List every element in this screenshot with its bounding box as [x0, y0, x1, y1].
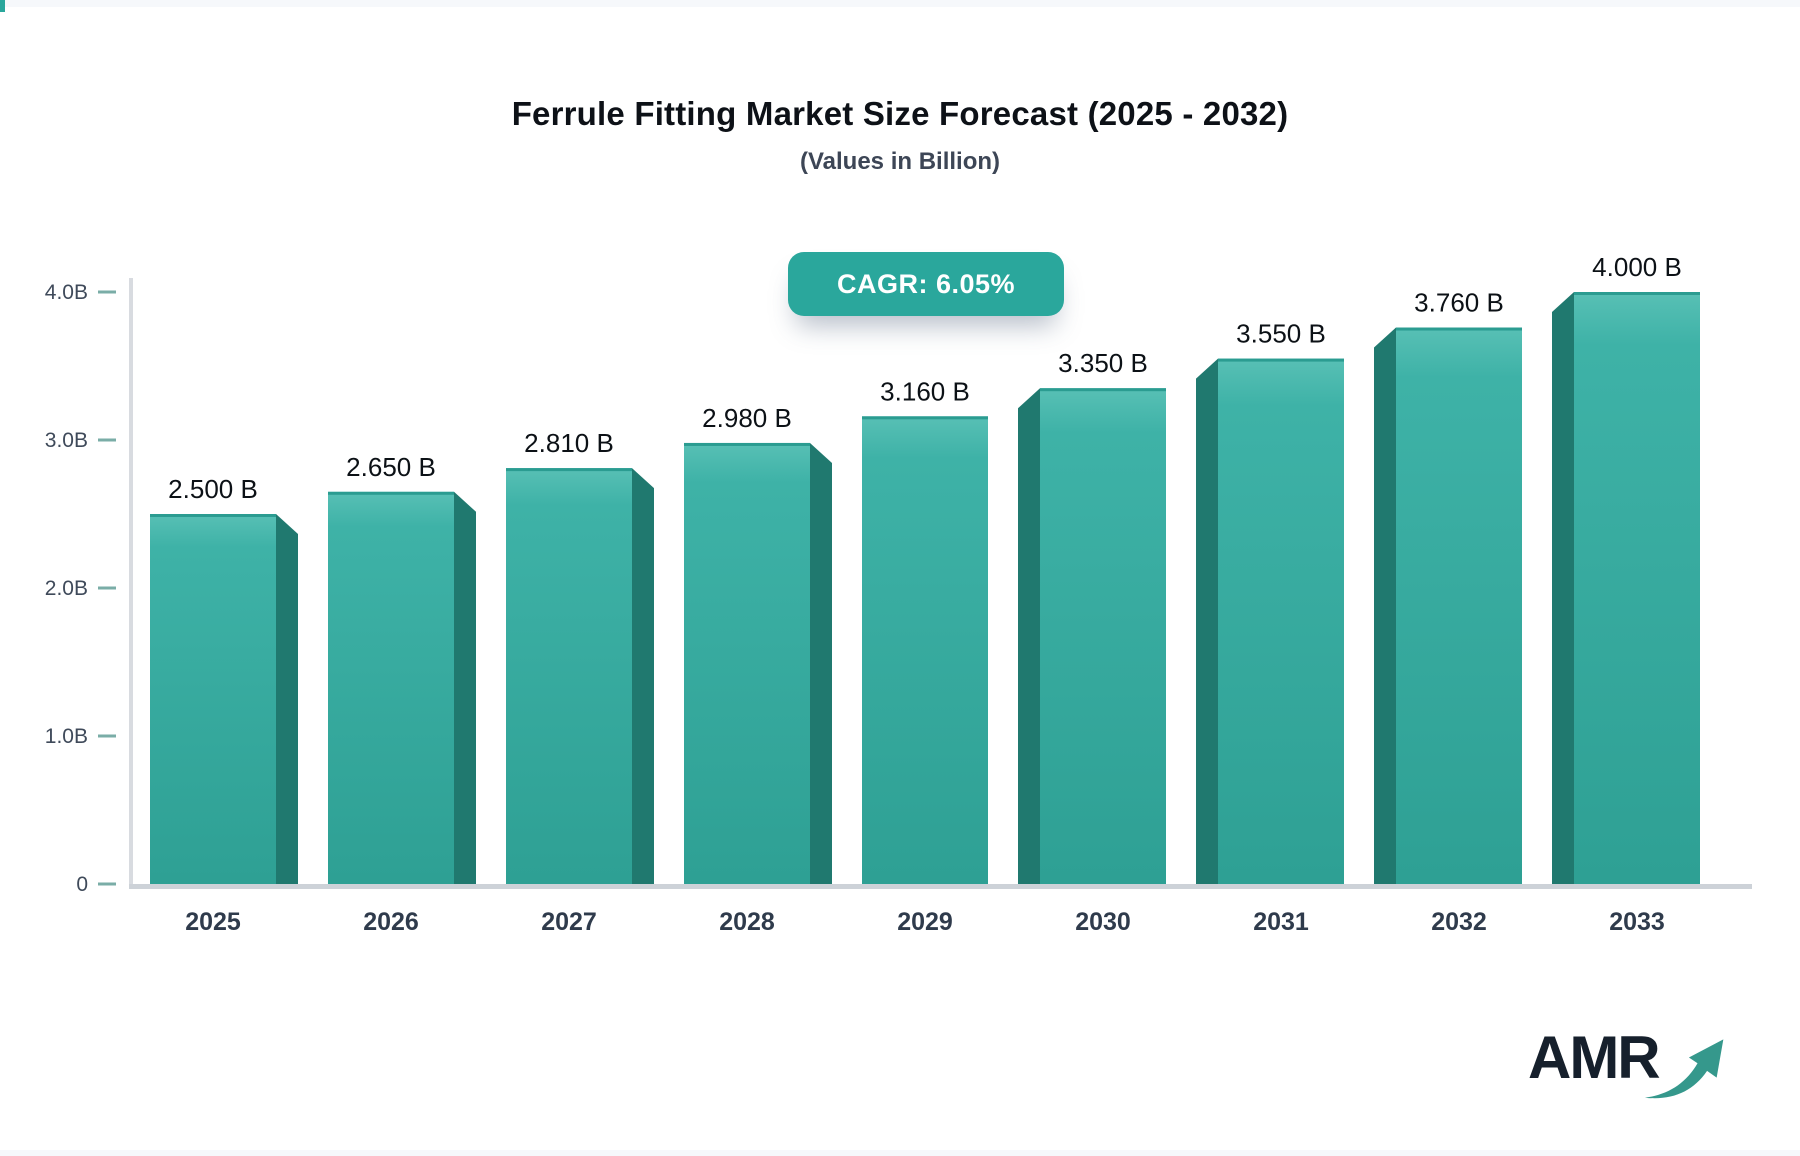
- top-edge: [0, 0, 1800, 7]
- bar-group-2031: 3.550 B: [1196, 319, 1344, 885]
- bar-side: [632, 468, 654, 884]
- bar-top-edge: [1574, 292, 1700, 295]
- bar-face: [1574, 292, 1700, 884]
- x-year-label: 2025: [185, 908, 241, 936]
- amr-logo-text: AMR: [1528, 1024, 1661, 1091]
- bar-group-2025: 2.500 B: [150, 474, 298, 884]
- y-tick-label: 0: [76, 873, 88, 896]
- bar-top-edge: [862, 416, 988, 420]
- bar-group-2028: 2.980 B: [684, 403, 832, 884]
- bar-group-2026: 2.650 B: [328, 452, 476, 884]
- x-year-label: 2030: [1075, 908, 1131, 936]
- bar-side: [1374, 327, 1396, 884]
- bar-side: [454, 491, 476, 884]
- bar-side: [1552, 292, 1574, 884]
- bar-side: [1196, 358, 1218, 885]
- bar-group-2027: 2.810 B: [506, 428, 654, 884]
- brand-corner-mark: [0, 0, 5, 12]
- cagr-badge: CAGR: 6.05%: [788, 252, 1064, 316]
- y-tick-label: 1.0B: [45, 725, 88, 748]
- bar-face: [328, 491, 454, 884]
- bar-top-edge: [1396, 327, 1522, 331]
- x-year-label: 2033: [1609, 908, 1665, 936]
- bar-value-label: 2.650 B: [346, 452, 436, 482]
- bar-top-edge: [1040, 388, 1166, 392]
- bar-value-label: 3.160 B: [880, 376, 970, 406]
- x-year-label: 2032: [1431, 908, 1487, 936]
- bar-group-2033: 4.000 B: [1552, 252, 1700, 884]
- bar-top-edge: [328, 491, 454, 495]
- bar-value-label: 2.980 B: [702, 403, 792, 433]
- cagr-badge-label: CAGR: 6.05%: [836, 268, 1016, 299]
- bar-face: [862, 416, 988, 884]
- bar-group-2029: 3.160 B: [862, 376, 988, 884]
- bar-top-edge: [506, 468, 632, 472]
- bar-face: [1040, 388, 1166, 884]
- y-tick-label: 3.0B: [45, 429, 88, 452]
- page-title: Ferrule Fitting Market Size Forecast (20…: [511, 95, 1289, 132]
- bar-value-label: 3.760 B: [1414, 288, 1504, 318]
- x-year-label: 2026: [363, 908, 419, 936]
- bar-face: [684, 442, 810, 884]
- x-year-label: 2028: [719, 908, 775, 936]
- bar-top-edge: [684, 442, 810, 446]
- x-year-label: 2031: [1253, 908, 1309, 936]
- trending-up-arrow-icon: [1644, 1039, 1723, 1099]
- bar-value-label: 2.810 B: [524, 428, 614, 458]
- y-tick-label: 4.0B: [45, 281, 88, 304]
- bar-face: [150, 514, 276, 884]
- bar-value-label: 4.000 B: [1592, 252, 1682, 282]
- bar-top-edge: [150, 514, 276, 517]
- bar-face: [506, 468, 632, 884]
- bar-group-2030: 3.350 B: [1018, 348, 1166, 884]
- bottom-edge: [0, 1150, 1800, 1156]
- bar-side: [276, 514, 298, 884]
- x-year-label: 2027: [541, 908, 597, 936]
- x-year-label: 2029: [897, 908, 953, 936]
- bar-group-2032: 3.760 B: [1374, 288, 1522, 884]
- page-subtitle: (Values in Billion): [799, 148, 1001, 175]
- bar-face: [1218, 358, 1344, 885]
- bar-side: [1018, 388, 1040, 884]
- bar-face: [1396, 327, 1522, 884]
- bar-value-label: 3.550 B: [1236, 319, 1326, 349]
- bar-value-label: 3.350 B: [1058, 348, 1148, 378]
- amr-logo: AMR: [1528, 1028, 1731, 1104]
- y-tick-label: 2.0B: [45, 577, 88, 600]
- bar-top-edge: [1218, 358, 1344, 362]
- bar-side: [810, 442, 832, 884]
- bar-value-label: 2.500 B: [168, 474, 258, 504]
